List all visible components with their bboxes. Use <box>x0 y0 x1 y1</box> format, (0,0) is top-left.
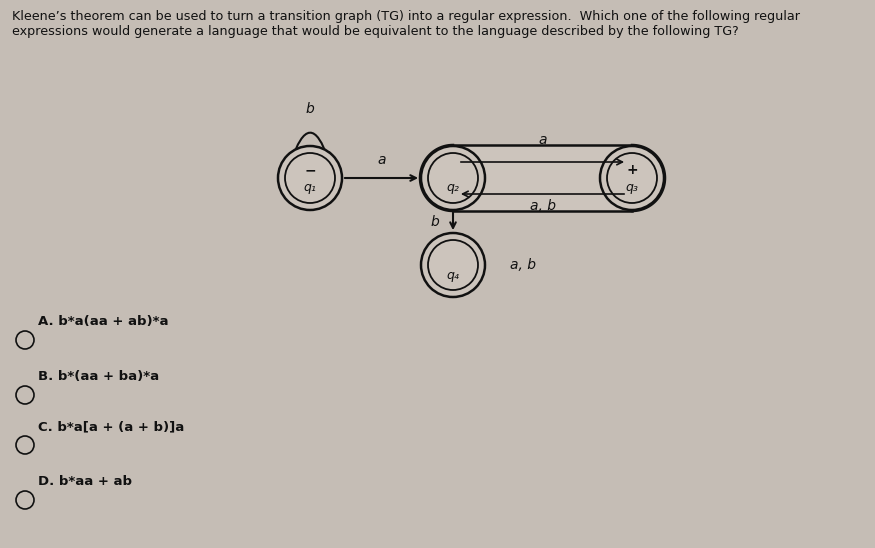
Text: a: a <box>377 153 386 167</box>
Text: a: a <box>538 133 547 147</box>
Circle shape <box>278 146 342 210</box>
Text: q₁: q₁ <box>304 181 317 195</box>
Text: q₃: q₃ <box>626 181 639 195</box>
Circle shape <box>600 146 664 210</box>
FancyArrowPatch shape <box>290 133 330 162</box>
Text: −: − <box>304 163 316 177</box>
Text: a, b: a, b <box>510 258 536 272</box>
Text: q₂: q₂ <box>446 181 459 195</box>
Text: D. b*aa + ab: D. b*aa + ab <box>38 475 132 488</box>
Text: b: b <box>430 214 439 229</box>
Text: a, b: a, b <box>529 199 556 213</box>
Text: +: + <box>626 163 638 177</box>
Text: C. b*a[a + (a + b)]a: C. b*a[a + (a + b)]a <box>38 420 185 433</box>
Circle shape <box>421 146 485 210</box>
Bar <box>453 145 632 211</box>
Text: q₄: q₄ <box>446 269 459 282</box>
FancyArrowPatch shape <box>439 246 469 284</box>
Text: A. b*a(aa + ab)*a: A. b*a(aa + ab)*a <box>38 315 169 328</box>
Wedge shape <box>632 145 665 211</box>
Text: B. b*(aa + ba)*a: B. b*(aa + ba)*a <box>38 370 159 383</box>
Wedge shape <box>420 145 453 211</box>
Text: b: b <box>305 102 314 116</box>
Circle shape <box>421 233 485 297</box>
Text: Kleene’s theorem can be used to turn a transition graph (TG) into a regular expr: Kleene’s theorem can be used to turn a t… <box>12 10 800 38</box>
